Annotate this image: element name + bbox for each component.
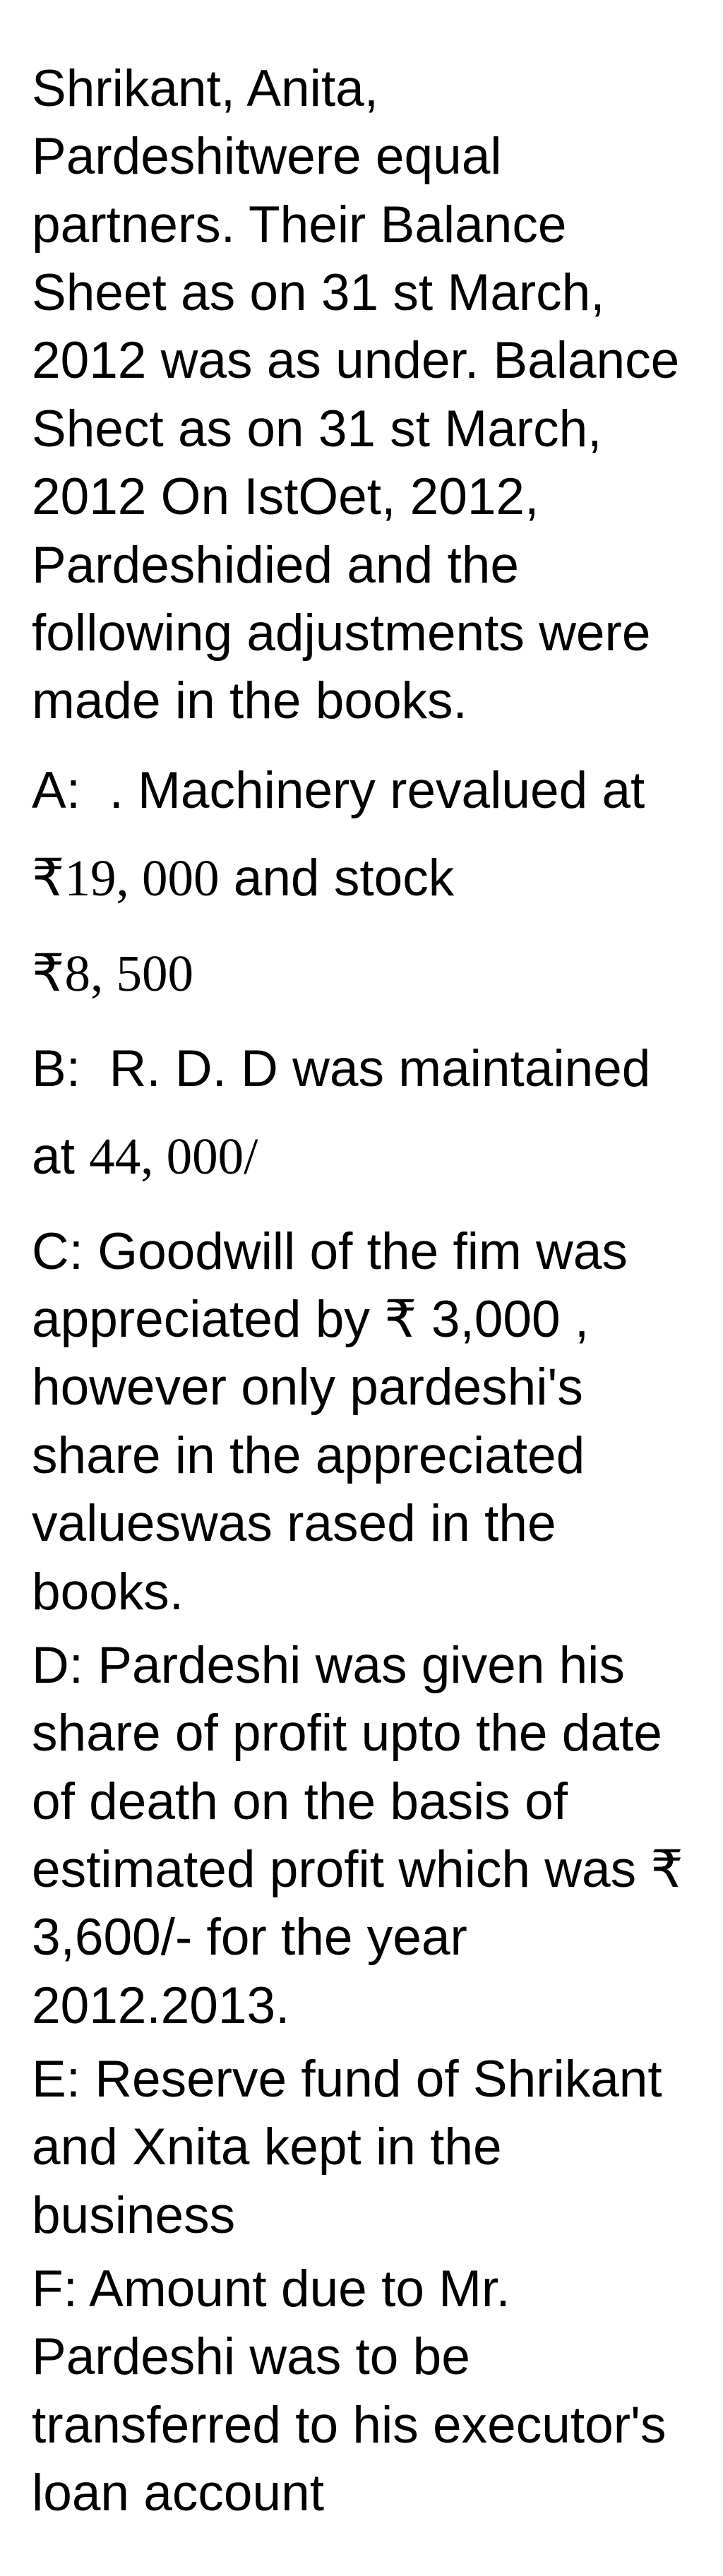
- option-a-amount1-suffix: and stock: [219, 849, 454, 907]
- option-b-label: B:: [32, 1040, 80, 1097]
- option-b-line1: B: R. D. D was maintained: [32, 1035, 691, 1103]
- option-b-line2-prefix: at: [32, 1128, 89, 1185]
- option-a-amount2-num: 8, 500: [64, 945, 193, 1002]
- option-c: C: Goodwill of the fim was appreciated b…: [32, 1218, 691, 1626]
- question-intro: Shrikant, Anita, Pardeshitwere equal par…: [32, 55, 691, 736]
- option-d: D: Pardeshi was given his share of profi…: [32, 1632, 691, 2040]
- option-a-amount2-line: ₹8, 500: [32, 933, 691, 1015]
- option-a-label: A:: [32, 762, 80, 819]
- option-a-amount1-num: 19, 000: [64, 849, 219, 907]
- option-b-line2: at 44, 000/: [32, 1116, 691, 1198]
- option-a-amount2-prefix: ₹: [32, 945, 64, 1002]
- option-b-text1: R. D. D was maintained: [109, 1040, 651, 1097]
- option-b-line2-num: 44, 000/: [89, 1128, 258, 1185]
- option-a: A: . Machinery revalued at ₹19, 000 and …: [32, 757, 691, 1015]
- option-a-amount1-line: ₹19, 000 and stock: [32, 837, 691, 920]
- option-e: E: Reserve fund of Shrikant and Xnita ke…: [32, 2046, 691, 2250]
- option-b: B: R. D. D was maintained at 44, 000/: [32, 1035, 691, 1198]
- option-a-text1: . Machinery revalued at: [109, 762, 645, 819]
- option-a-line1: A: . Machinery revalued at: [32, 757, 691, 825]
- option-a-amount1-prefix: ₹: [32, 849, 64, 907]
